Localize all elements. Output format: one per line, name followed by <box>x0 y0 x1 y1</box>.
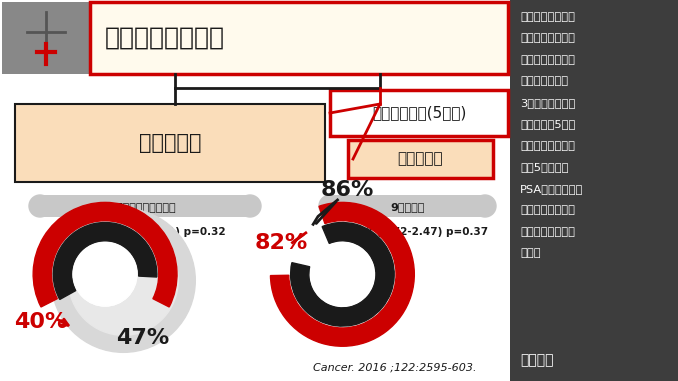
Text: PSA上昇で評価し: PSA上昇で評価し <box>520 184 583 194</box>
Circle shape <box>52 208 195 352</box>
Text: 47%: 47% <box>116 328 170 348</box>
Text: 限局性前立腺がん: 限局性前立腺がん <box>105 26 225 50</box>
Circle shape <box>73 243 137 306</box>
Text: 9年生存率: 9年生存率 <box>391 202 424 212</box>
Circle shape <box>311 243 374 306</box>
Text: HR 0.82 (0.55-1.21) p=0.32: HR 0.82 (0.55-1.21) p=0.32 <box>64 227 225 237</box>
Circle shape <box>68 226 178 335</box>
Wedge shape <box>54 223 157 299</box>
Bar <box>40 195 250 217</box>
Circle shape <box>319 195 341 217</box>
Circle shape <box>29 195 51 217</box>
Text: がん対策: がん対策 <box>520 353 553 367</box>
Bar <box>2 2 90 74</box>
Text: カソデックス(5ヵ月): カソデックス(5ヵ月) <box>372 106 466 120</box>
Text: 86%: 86% <box>321 180 374 200</box>
Text: 限局性前立腺がん: 限局性前立腺がん <box>520 12 575 22</box>
Wedge shape <box>291 223 394 326</box>
Wedge shape <box>271 202 414 346</box>
Text: 放射線治療: 放射線治療 <box>139 133 201 153</box>
Text: が放射線治療を行: が放射線治療を行 <box>520 55 575 65</box>
Text: ソデックス5ヵ月: ソデックス5ヵ月 <box>520 120 576 130</box>
Circle shape <box>474 195 496 217</box>
Bar <box>15 104 325 182</box>
Text: くい。: くい。 <box>520 248 540 258</box>
Bar <box>90 2 508 74</box>
Circle shape <box>73 243 137 306</box>
Text: う場合、「照射: う場合、「照射 <box>520 77 568 86</box>
Circle shape <box>239 195 261 217</box>
Text: ることは期待しに: ることは期待しに <box>520 227 575 237</box>
Text: 40%: 40% <box>14 312 68 332</box>
Wedge shape <box>33 202 177 307</box>
Text: と診断された男性: と診断された男性 <box>520 34 575 43</box>
Text: 放射線治療: 放射線治療 <box>398 152 443 166</box>
Text: 5年生化学的再発率: 5年生化学的再発率 <box>115 202 176 212</box>
Text: HR 1.33 (0.72-2.47) p=0.37: HR 1.33 (0.72-2.47) p=0.37 <box>327 227 488 237</box>
Text: た再発率を抑制す: た再発率を抑制す <box>520 205 575 216</box>
Text: も、5年以内に: も、5年以内に <box>520 163 568 173</box>
Bar <box>330 195 485 217</box>
Text: 82%: 82% <box>255 233 308 253</box>
Bar <box>510 0 678 381</box>
Text: Cancer. 2016 ;122:2595-603.: Cancer. 2016 ;122:2595-603. <box>313 363 477 373</box>
Bar <box>330 90 508 136</box>
Bar <box>348 140 493 178</box>
Text: 3ヵ月前からのカ: 3ヵ月前からのカ <box>520 98 576 108</box>
Text: 投与」を選択して: 投与」を選択して <box>520 141 575 151</box>
